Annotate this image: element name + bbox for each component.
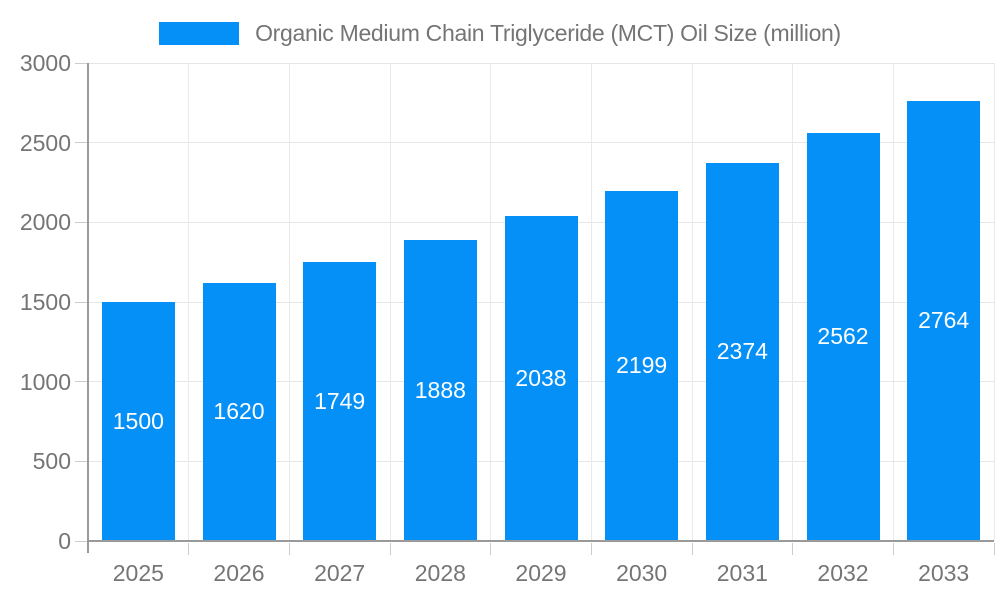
v-gridline — [691, 63, 693, 541]
bar-value-label: 1749 — [314, 388, 366, 415]
y-axis-tick-label: 0 — [58, 528, 71, 554]
x-axis-tick — [389, 543, 391, 555]
v-gridline — [288, 63, 290, 541]
v-gridline — [792, 63, 794, 541]
x-axis-tick-label: 2030 — [616, 560, 668, 586]
bar-value-label: 2038 — [515, 365, 567, 392]
x-axis-tick — [691, 543, 693, 555]
h-gridline — [88, 62, 994, 64]
bar-2026[interactable]: 1620 — [202, 282, 276, 541]
bar-value-label: 1500 — [112, 408, 164, 434]
y-axis-tick-label: 2500 — [19, 129, 71, 156]
x-axis-tick — [490, 543, 492, 555]
bar-value-label: 1620 — [213, 398, 265, 425]
bar-value-label: 2562 — [817, 323, 869, 350]
x-axis-tick-label: 2032 — [817, 560, 869, 586]
bar-2029[interactable]: 2038 — [504, 216, 578, 541]
bar-2031[interactable]: 2374 — [705, 162, 779, 541]
x-axis-tick-label: 2029 — [515, 560, 567, 586]
y-axis-tick-label: 1000 — [19, 368, 71, 395]
h-gridline — [88, 142, 994, 144]
y-axis-tick — [75, 62, 88, 64]
y-axis-tick-label: 1500 — [19, 289, 71, 315]
bar-value-label: 2374 — [716, 338, 768, 365]
x-axis-tick-label: 2033 — [918, 560, 970, 586]
x-axis-tick — [288, 543, 290, 555]
bar-2030[interactable]: 2199 — [605, 190, 679, 541]
v-gridline — [389, 63, 391, 541]
bar-2027[interactable]: 1749 — [303, 262, 377, 541]
x-axis-tick — [188, 543, 190, 555]
legend-label: Organic Medium Chain Triglyceride (MCT) … — [255, 20, 841, 46]
x-axis-tick-label: 2025 — [112, 560, 164, 586]
v-gridline — [490, 63, 492, 541]
y-axis-tick — [75, 540, 88, 542]
x-axis-tick-label: 2028 — [414, 560, 466, 586]
y-axis-line — [86, 63, 89, 553]
y-axis-tick — [75, 460, 88, 462]
y-axis-tick — [75, 142, 88, 144]
legend[interactable]: Organic Medium Chain Triglyceride (MCT) … — [0, 20, 1000, 47]
x-axis-tick — [590, 543, 592, 555]
x-axis-tick-label: 2027 — [314, 560, 366, 586]
x-axis-tick-label: 2031 — [716, 560, 768, 586]
bar-2025[interactable]: 1500 — [101, 302, 175, 541]
y-axis-tick — [75, 221, 88, 223]
y-axis-tick-label: 500 — [32, 448, 71, 475]
bar-2028[interactable]: 1888 — [403, 240, 477, 541]
y-axis-tick — [75, 301, 88, 303]
bar-2032[interactable]: 2562 — [806, 132, 880, 541]
x-axis-tick — [892, 543, 894, 555]
bar-value-label: 1888 — [414, 377, 466, 404]
v-gridline — [892, 63, 894, 541]
x-axis-tick — [792, 543, 794, 555]
v-gridline — [590, 63, 592, 541]
x-axis-tick-label: 2026 — [213, 560, 265, 586]
x-axis-line — [88, 540, 994, 542]
legend-swatch — [159, 22, 240, 45]
y-axis-tick-label: 3000 — [19, 50, 71, 76]
v-gridline — [188, 63, 190, 541]
bar-value-label: 2764 — [918, 307, 970, 334]
bar-value-label: 2199 — [616, 352, 668, 379]
y-axis-tick — [75, 381, 88, 383]
x-axis-tick — [993, 543, 995, 555]
bar-2033[interactable]: 2764 — [907, 100, 981, 541]
y-axis-tick-label: 2000 — [19, 209, 71, 236]
v-gridline — [993, 63, 995, 541]
